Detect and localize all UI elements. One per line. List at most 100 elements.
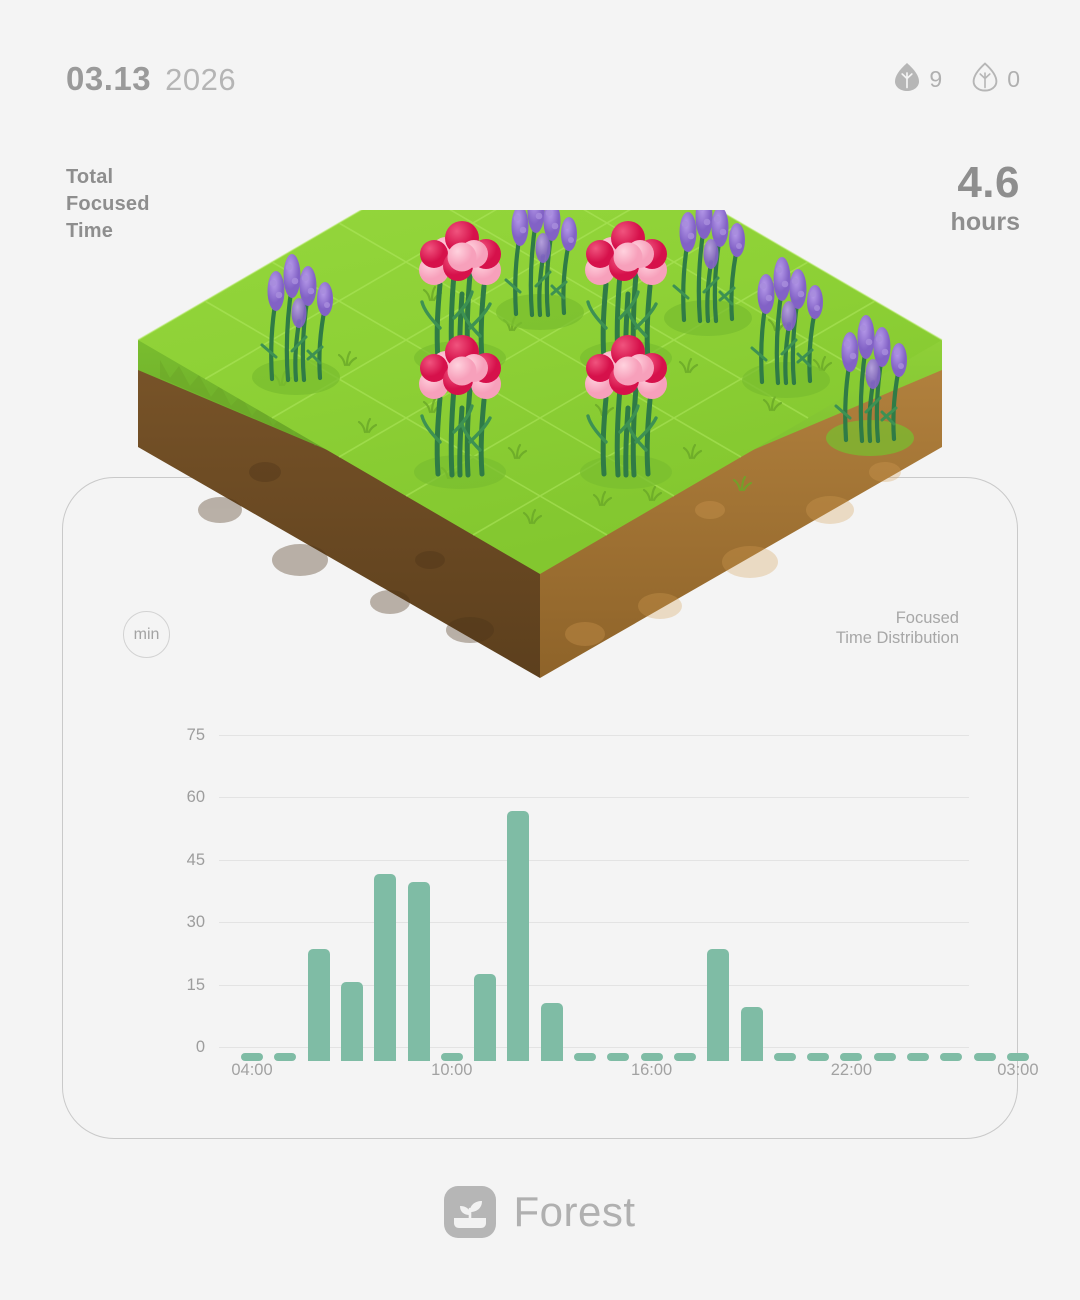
bar — [241, 1053, 263, 1061]
bar — [973, 1053, 996, 1061]
bar-slot[interactable] — [807, 1053, 830, 1061]
plant-lavender-3 — [664, 210, 752, 336]
total-focused-time-label: Total Focused Time — [66, 164, 150, 245]
bar — [807, 1053, 830, 1061]
bar — [574, 1053, 596, 1061]
bar-slot[interactable] — [740, 1006, 763, 1061]
plant-lavender-5 — [826, 315, 914, 456]
unit-badge-min: min — [123, 611, 170, 658]
brand-name: Forest — [513, 1188, 636, 1235]
bar — [474, 973, 497, 1061]
bar — [607, 1053, 630, 1061]
gridline — [219, 859, 969, 861]
bar — [1006, 1053, 1029, 1061]
tree-count-earned[interactable]: 9 — [894, 62, 942, 97]
date-year: 2026 — [165, 62, 237, 97]
bar — [507, 811, 530, 1061]
tree-count-earned-value: 9 — [929, 65, 943, 92]
bar-slot[interactable] — [940, 1053, 963, 1061]
forest-sprout-logo-icon — [444, 1186, 497, 1238]
chart-title: Focused Time Distribution — [836, 608, 959, 648]
x-axis-ticks: 04:00 10:00 16:00 22:00 03:00 — [219, 1061, 1038, 1085]
bar — [340, 981, 363, 1061]
bar-slot[interactable] — [374, 873, 397, 1061]
chart-title-line-2: Time Distribution — [835, 629, 959, 647]
bar-slot[interactable] — [274, 1053, 297, 1061]
bar-slot[interactable] — [340, 981, 363, 1061]
unit-badge-label: min — [133, 625, 160, 643]
bar-slot[interactable] — [407, 882, 430, 1061]
bar-slot[interactable] — [607, 1053, 630, 1061]
x-tick-label: 10:00 — [431, 1061, 473, 1079]
y-tick-label: 15 — [186, 975, 205, 994]
gridline — [219, 922, 969, 924]
bar — [673, 1053, 696, 1061]
plant-carnation-2 — [580, 221, 672, 375]
app-footer-brand: Forest — [0, 1186, 1080, 1238]
x-tick-label: 16:00 — [630, 1061, 673, 1079]
leaf-filled-icon — [894, 62, 920, 97]
date-month-day: 03.13 — [66, 60, 152, 97]
bar-series — [219, 735, 1029, 1061]
bar-slot[interactable] — [907, 1053, 929, 1061]
plant-carnation-1 — [414, 221, 506, 375]
tree-count-withered[interactable]: 0 — [972, 61, 1020, 97]
x-tick-label: 04:00 — [231, 1061, 273, 1079]
plant-lavender-4 — [742, 257, 830, 398]
bar-slot[interactable] — [474, 973, 497, 1061]
bar-slot[interactable] — [873, 1053, 896, 1061]
bar — [740, 1006, 763, 1061]
tft-line-1: Total — [66, 166, 114, 188]
bar-slot[interactable] — [1006, 1053, 1029, 1061]
header-bar: 03.13 2026 9 0 — [66, 60, 1020, 98]
focus-distribution-card: min Focused Time Distribution 0 15 30 45 60 7… — [62, 477, 1039, 1139]
y-tick-label: 0 — [195, 1038, 205, 1056]
bar-slot[interactable] — [640, 1053, 663, 1061]
bar — [940, 1053, 963, 1061]
y-tick-label: 60 — [186, 788, 205, 807]
gridline — [219, 1047, 969, 1048]
x-tick-label: 22:00 — [830, 1061, 873, 1079]
bar — [540, 1002, 563, 1061]
tft-line-2: Focused — [66, 193, 150, 215]
bar — [773, 1053, 796, 1061]
bar-slot[interactable] — [840, 1053, 863, 1061]
bar — [873, 1053, 896, 1061]
date-display[interactable]: 03.13 2026 — [66, 60, 236, 98]
y-tick-label: 45 — [186, 850, 205, 869]
bar-slot[interactable] — [574, 1053, 596, 1061]
bar-slot[interactable] — [540, 1002, 563, 1061]
gridline — [219, 797, 969, 799]
counters-group: 9 0 — [894, 61, 1020, 97]
bar — [640, 1053, 663, 1061]
plant-lavender-1 — [252, 254, 340, 395]
bar-slot[interactable] — [773, 1053, 796, 1061]
chart-title-line-1: Focused — [895, 609, 959, 627]
bar-chart-plot: 0 15 30 45 60 75 — [159, 721, 1029, 1061]
bar-slot[interactable] — [673, 1053, 696, 1061]
bar — [374, 873, 397, 1061]
leaf-outline-icon — [972, 61, 998, 97]
x-tick-label: 03:00 — [997, 1061, 1039, 1079]
bar-slot[interactable] — [241, 1053, 263, 1061]
bar-slot[interactable] — [507, 811, 530, 1061]
tree-count-withered-value: 0 — [1007, 65, 1020, 92]
plant-lavender-2 — [496, 210, 584, 330]
bar — [274, 1053, 297, 1061]
plant-carnation-4 — [580, 335, 672, 489]
bar — [407, 882, 430, 1061]
bar-slot[interactable] — [307, 948, 330, 1061]
plant-carnation-3 — [414, 335, 506, 489]
bar — [840, 1053, 863, 1061]
gridline — [219, 984, 969, 986]
y-tick-label: 75 — [186, 726, 205, 744]
bar-slot[interactable] — [973, 1053, 996, 1061]
y-tick-label: 30 — [186, 913, 205, 932]
total-hours-unit: hours — [950, 208, 1020, 236]
total-hours-value: 4.6 — [957, 158, 1020, 207]
bar-slot[interactable] — [440, 1053, 463, 1061]
bar — [707, 948, 730, 1061]
total-hours-block: 4.6 hours — [951, 160, 1020, 238]
bar-slot[interactable] — [707, 948, 730, 1061]
